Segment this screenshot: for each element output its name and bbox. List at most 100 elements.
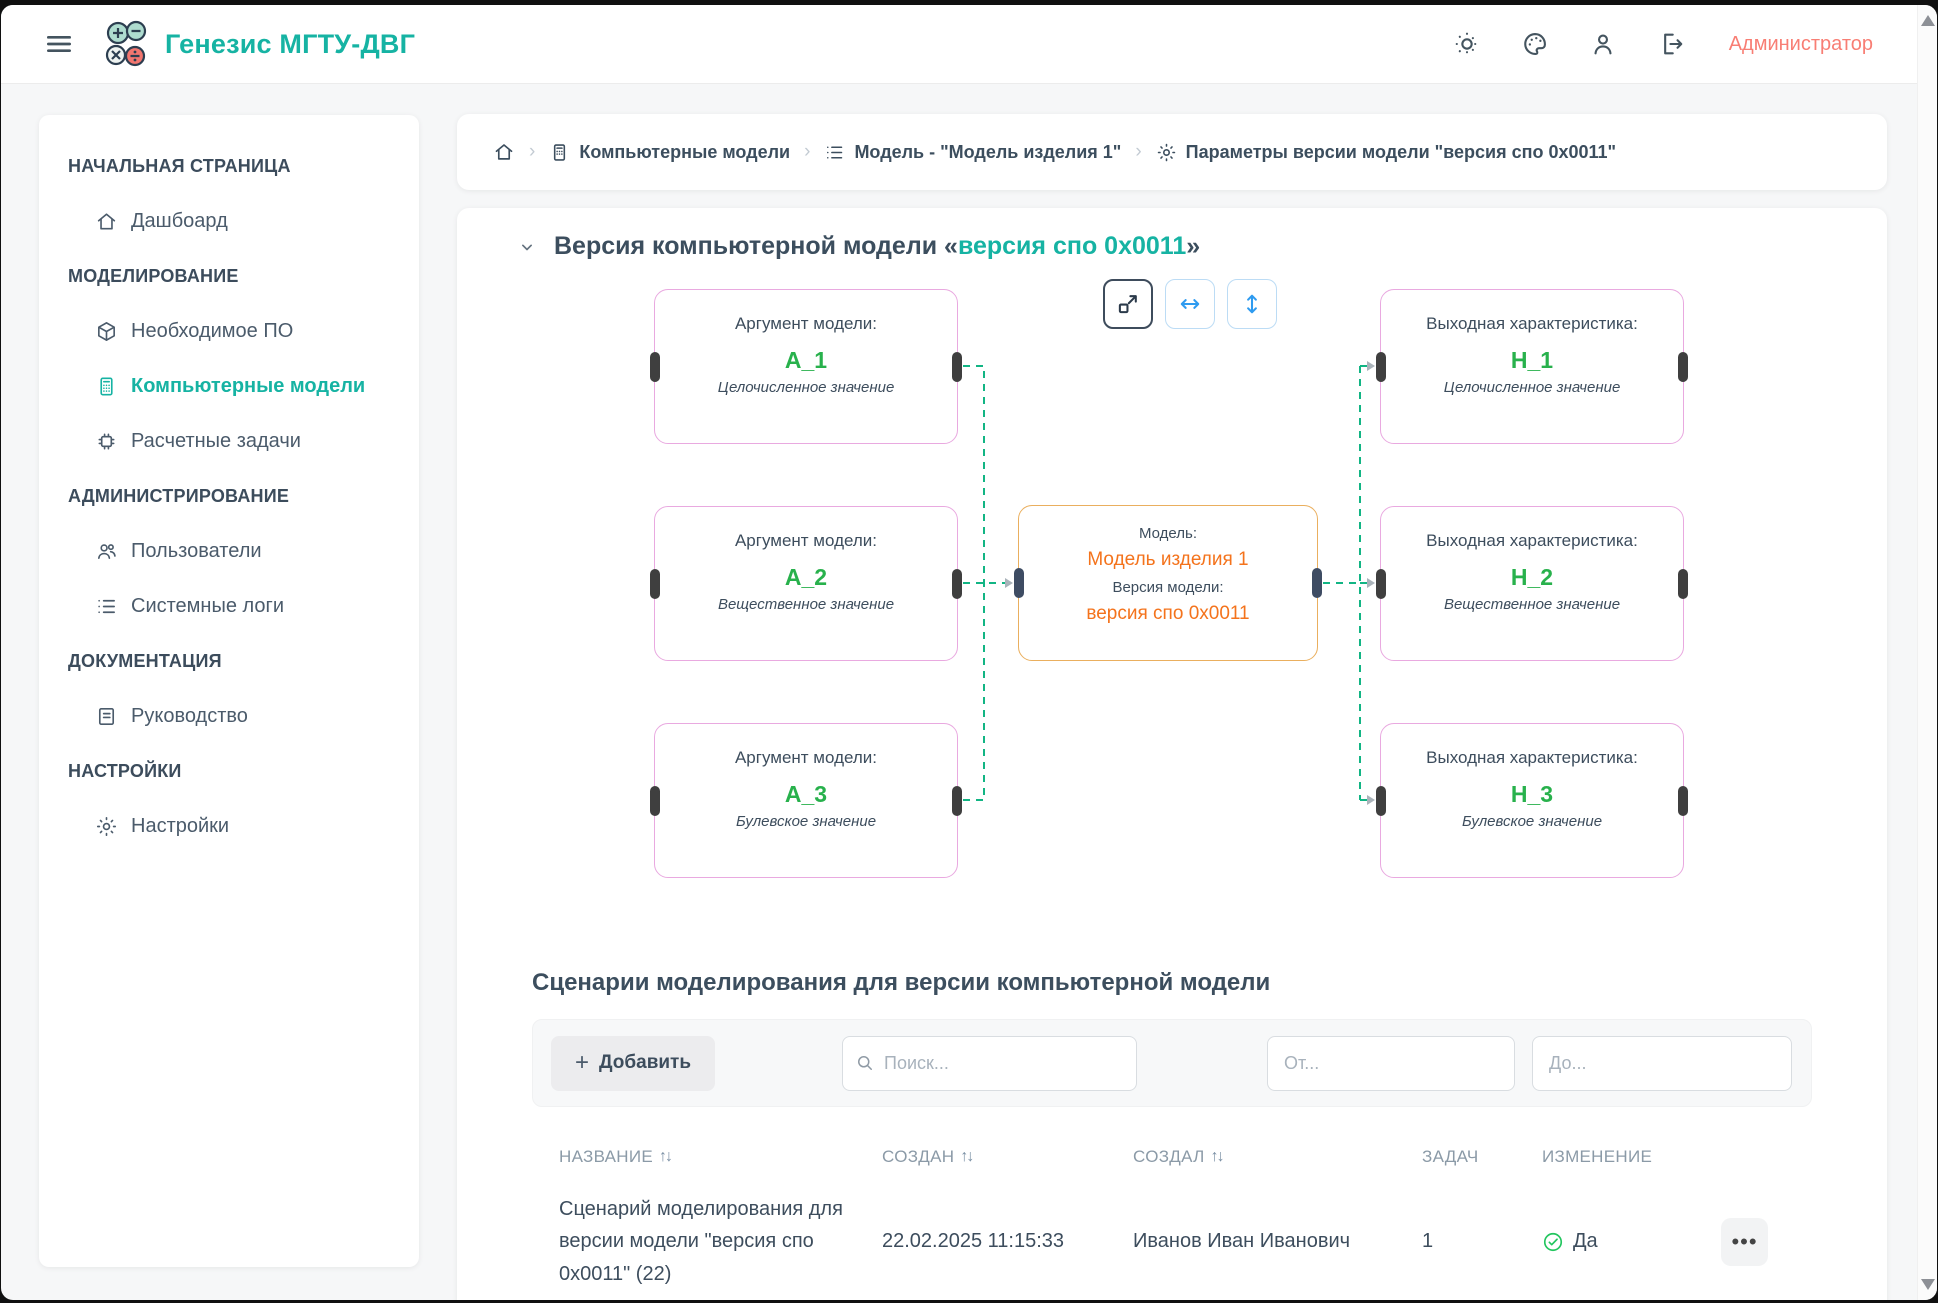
sidebar-item-computer-models[interactable]: Компьютерные модели [39, 359, 419, 414]
node-handle[interactable] [1014, 568, 1024, 598]
node-handle[interactable] [1376, 352, 1386, 382]
list-icon [95, 595, 118, 618]
output-node-h1[interactable]: Выходная характеристика: H_1 Целочисленн… [1376, 289, 1688, 444]
node-handle[interactable] [650, 352, 660, 382]
node-handle[interactable] [650, 786, 660, 816]
model-name: Модель изделия 1 [1087, 549, 1249, 570]
sidebar-item-manual[interactable]: Руководство [39, 689, 419, 744]
output-node-h2[interactable]: Выходная характеристика: H_2 Вещественно… [1376, 506, 1688, 661]
node-type: Булевское значение [735, 813, 877, 830]
app-logo-icon [101, 19, 151, 69]
node-type: Булевское значение [1461, 813, 1603, 830]
sidebar-section-modeling: МОДЕЛИРОВАНИЕ [68, 266, 239, 286]
sidebar-item-label: Системные логи [131, 595, 285, 617]
node-title: Выходная характеристика: [1426, 748, 1638, 767]
model-label: Модель: [1138, 525, 1197, 542]
scenarios-heading: Сценарии моделирования для версии компью… [532, 969, 1271, 996]
home-icon [95, 210, 118, 233]
node-name: A_1 [784, 347, 828, 373]
column-label: НАЗВАНИЕ [559, 1147, 654, 1166]
palette-icon[interactable] [1521, 30, 1549, 58]
breadcrumb-version-params[interactable]: Параметры версии модели "версия спо 0x00… [1156, 142, 1616, 163]
scroll-down-icon[interactable] [1921, 1279, 1935, 1290]
package-icon [95, 320, 118, 343]
breadcrumb-model[interactable]: Модель - "Модель изделия 1" [824, 142, 1121, 163]
table-row[interactable]: Сценарий моделирования для версии модели… [532, 1193, 1812, 1290]
page-title-prefix: Версия компьютерной модели « [554, 232, 958, 260]
add-scenario-button[interactable]: + Добавить [551, 1035, 716, 1091]
fit-view-button[interactable] [1103, 279, 1153, 329]
column-header-change: ИЗМЕНЕНИЕ [1542, 1147, 1721, 1167]
argument-node-a2[interactable]: Аргумент модели: A_2 Вещественное значен… [650, 506, 962, 661]
search-input[interactable] [884, 1052, 1125, 1074]
sidebar-section-documentation: ДОКУМЕНТАЦИЯ [68, 651, 222, 671]
node-handle[interactable] [1678, 786, 1688, 816]
hamburger-menu-icon[interactable] [41, 26, 77, 62]
node-handle[interactable] [952, 569, 962, 599]
gear-icon [95, 815, 118, 838]
date-from-input[interactable] [1267, 1035, 1516, 1091]
chevron-right-icon: › [1135, 141, 1142, 162]
node-name: A_3 [784, 781, 828, 807]
chevron-right-icon: › [529, 141, 536, 162]
scenario-change-cell: Да [1542, 1230, 1721, 1253]
column-label: СОЗДАН [882, 1147, 955, 1166]
check-circle-icon [1542, 1231, 1564, 1253]
stretch-vertical-button[interactable] [1227, 279, 1277, 329]
sidebar-item-label: Необходимое ПО [131, 320, 294, 342]
version-card: Версия компьютерной модели «версия спо 0… [457, 208, 1887, 1300]
node-handle[interactable] [1376, 569, 1386, 599]
home-icon [493, 141, 515, 163]
plus-icon: + [575, 1049, 590, 1076]
sidebar-item-settings[interactable]: Настройки [39, 799, 419, 854]
node-handle[interactable] [952, 352, 962, 382]
model-version-label: Версия модели: [1112, 579, 1224, 596]
node-handle[interactable] [1678, 352, 1688, 382]
model-node[interactable]: Модель: Модель изделия 1 Версия модели: … [1014, 505, 1322, 661]
sidebar-item-dashboard[interactable]: Дашбоард [39, 194, 419, 249]
sort-icon: ↑↓ [960, 1148, 974, 1165]
collapse-chevron-icon[interactable] [514, 234, 540, 260]
node-handle[interactable] [1678, 569, 1688, 599]
argument-node-a1[interactable]: Аргумент модели: A_1 Целочисленное значе… [650, 289, 962, 444]
node-handle[interactable] [952, 786, 962, 816]
sidebar: НАЧАЛЬНАЯ СТРАНИЦА Дашбоард МОДЕЛИРОВАНИ… [39, 115, 419, 1267]
output-node-h3[interactable]: Выходная характеристика: H_3 Булевское з… [1376, 723, 1688, 878]
logout-icon[interactable] [1657, 30, 1685, 58]
sidebar-item-users[interactable]: Пользователи [39, 524, 419, 579]
user-role-label[interactable]: Администратор [1728, 32, 1873, 55]
page-title-suffix: » [1186, 232, 1201, 260]
sidebar-item-required-software[interactable]: Необходимое ПО [39, 304, 419, 359]
scenario-name-cell[interactable]: Сценарий моделирования для версии модели… [559, 1198, 843, 1285]
stretch-horizontal-button[interactable] [1165, 279, 1215, 329]
search-icon [855, 1053, 875, 1073]
sidebar-section-administration: АДМИНИСТРИРОВАНИЕ [68, 486, 290, 506]
node-handle[interactable] [650, 569, 660, 599]
node-name: H_1 [1510, 347, 1554, 373]
breadcrumb-home[interactable] [493, 141, 515, 163]
page-scrollbar[interactable] [1917, 5, 1937, 1300]
node-handle[interactable] [1376, 786, 1386, 816]
row-actions-button[interactable]: ••• [1721, 1217, 1768, 1266]
column-label: СОЗДАЛ [1133, 1147, 1205, 1166]
node-type: Целочисленное значение [1443, 379, 1621, 396]
column-header-creator[interactable]: СОЗДАЛ ↑↓ [1133, 1147, 1422, 1167]
node-handle[interactable] [1312, 568, 1322, 598]
sidebar-item-system-logs[interactable]: Системные логи [39, 579, 419, 634]
column-header-created[interactable]: СОЗДАН ↑↓ [882, 1147, 1133, 1167]
date-to-input[interactable] [1532, 1035, 1793, 1091]
scenarios-table-header: НАЗВАНИЕ ↑↓ СОЗДАН ↑↓ СОЗДАЛ ↑↓ ЗАДАЧ ИЗ… [532, 1147, 1812, 1167]
sidebar-item-calculation-tasks[interactable]: Расчетные задачи [39, 414, 419, 469]
column-header-name[interactable]: НАЗВАНИЕ ↑↓ [559, 1147, 882, 1167]
node-title: Аргумент модели: [734, 748, 878, 767]
theme-sun-icon[interactable] [1453, 30, 1481, 58]
node-title: Выходная характеристика: [1426, 531, 1638, 550]
gear-icon [1156, 142, 1177, 163]
breadcrumb-computer-models[interactable]: Компьютерные модели [549, 142, 790, 163]
column-header-tasks: ЗАДАЧ [1422, 1147, 1542, 1167]
argument-node-a3[interactable]: Аргумент модели: A_3 Булевское значение [650, 723, 962, 878]
breadcrumb-label: Параметры версии модели "версия спо 0x00… [1185, 141, 1617, 162]
scroll-up-icon[interactable] [1921, 15, 1935, 26]
user-profile-icon[interactable] [1589, 30, 1617, 58]
search-box [842, 1035, 1138, 1091]
